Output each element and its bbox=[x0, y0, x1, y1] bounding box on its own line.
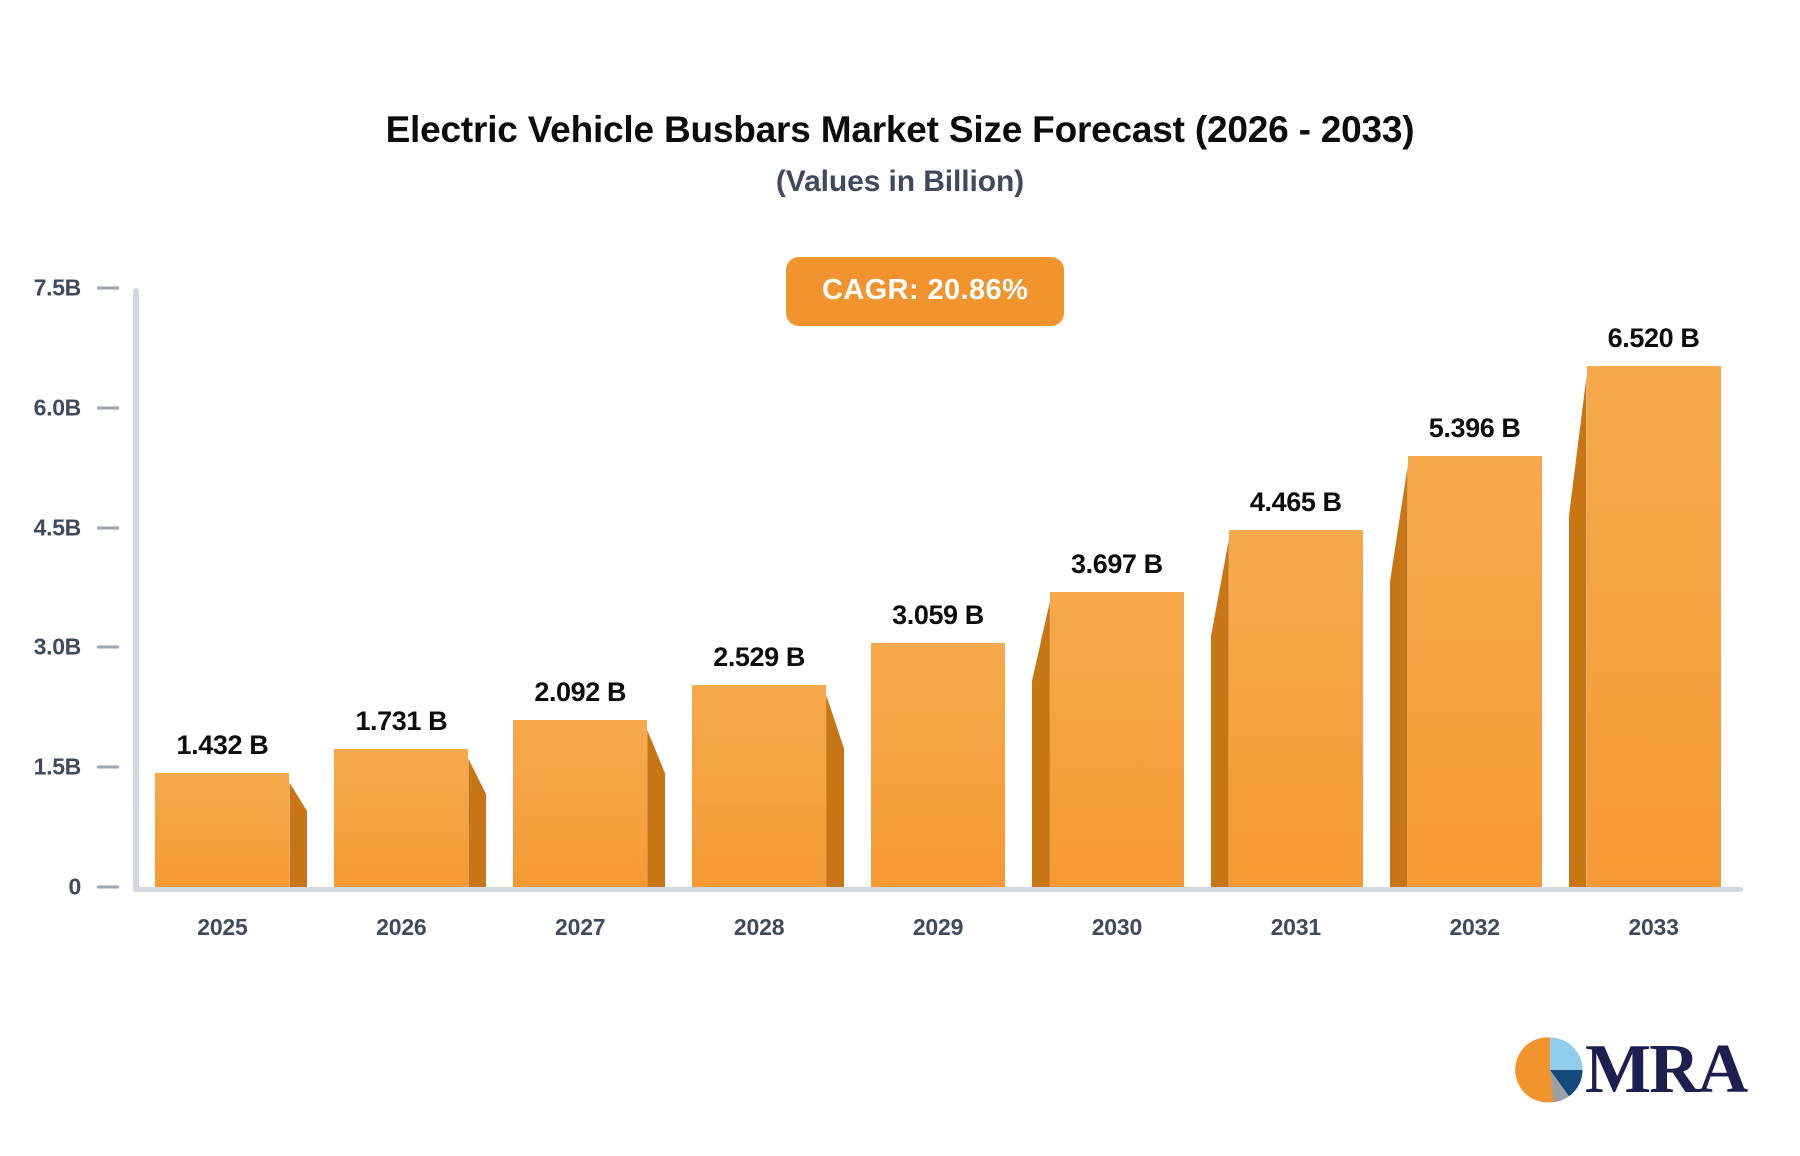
bar-body bbox=[1389, 456, 1542, 887]
x-axis-label-2026: 2026 bbox=[376, 914, 427, 940]
bar-front-face bbox=[513, 719, 648, 887]
bar-side-face bbox=[1031, 601, 1050, 887]
bar-value-label: 3.697 B bbox=[1070, 548, 1163, 579]
bar-side-face bbox=[826, 694, 845, 887]
mra-logo: MRA bbox=[1513, 1031, 1748, 1108]
bar-group: 1.432 B 1.731 B 2.092 B 2.529 B 3.059 B 3.697… bbox=[133, 288, 1743, 887]
x-axis-label-2028: 2028 bbox=[733, 914, 785, 940]
bar-value-label: 2.529 B bbox=[713, 642, 805, 673]
y-axis-tick-label: 0 bbox=[68, 873, 82, 900]
bar-2033[interactable]: 6.520 B bbox=[1568, 323, 1721, 887]
bar-value-label: 5.396 B bbox=[1428, 413, 1521, 444]
bar-front-face bbox=[155, 772, 290, 887]
chart-title: Electric Vehicle Busbars Market Size For… bbox=[385, 109, 1415, 150]
y-axis-line bbox=[133, 288, 139, 892]
y-axis-tick: 4.5B bbox=[34, 514, 133, 541]
bar-value-label: 6.520 B bbox=[1607, 323, 1700, 354]
bar-side-face bbox=[647, 729, 666, 887]
bar-value-label: 2.092 B bbox=[534, 676, 627, 707]
y-axis-tick-label: 7.5B bbox=[33, 274, 82, 301]
y-axis-tick: 3.0B bbox=[34, 634, 133, 661]
cagr-badge: CAGR: 20.86% bbox=[786, 257, 1065, 326]
y-axis-tick-label: 3.0B bbox=[33, 633, 82, 660]
bar-front-face bbox=[1049, 591, 1184, 887]
bar-body bbox=[513, 719, 666, 887]
x-axis-label-2025: 2025 bbox=[197, 914, 248, 940]
y-axis-tick-mark bbox=[97, 526, 119, 530]
y-axis-tick-label: 4.5B bbox=[33, 514, 82, 541]
bar-front-face bbox=[1586, 366, 1721, 887]
bar-body bbox=[1568, 366, 1721, 887]
y-axis-tick-mark bbox=[97, 885, 119, 889]
pie-chart-icon bbox=[1515, 1037, 1583, 1103]
y-axis-tick-mark bbox=[97, 645, 119, 649]
bar-front-face bbox=[334, 748, 469, 887]
y-axis-tick-mark bbox=[97, 406, 119, 410]
bar-2030[interactable]: 3.697 B bbox=[1031, 549, 1184, 887]
plot-area: 0 1.5B 3.0B 4.5B 6.0B 7.5B 1.432 B 1.731 B 2.09… bbox=[34, 275, 1743, 940]
bar-body bbox=[692, 685, 845, 887]
bar-body bbox=[1031, 591, 1184, 887]
bar-2027[interactable]: 2.092 B bbox=[513, 677, 666, 887]
bar-2025[interactable]: 1.432 B bbox=[155, 730, 308, 887]
bar-2028[interactable]: 2.529 B bbox=[692, 642, 845, 887]
x-axis-label-2032: 2032 bbox=[1449, 914, 1500, 940]
bar-side-face bbox=[289, 782, 308, 887]
bar-front-face bbox=[692, 685, 827, 887]
logo-text: MRA bbox=[1585, 1031, 1748, 1108]
title-block: Electric Vehicle Busbars Market Size For… bbox=[0, 108, 1800, 199]
y-axis-tick-label: 1.5B bbox=[33, 753, 82, 780]
bar-value-label: 1.432 B bbox=[176, 729, 269, 760]
y-axis-tick: 7.5B bbox=[34, 275, 133, 302]
bar-value-label: 3.059 B bbox=[892, 599, 984, 630]
x-axis-label-2029: 2029 bbox=[912, 914, 964, 940]
bar-body bbox=[334, 748, 487, 887]
y-axis-tick-label: 6.0B bbox=[33, 394, 82, 421]
bar-side-face bbox=[1568, 376, 1587, 887]
x-axis-labels: 2025 2026 2027 2028 2029 2030 2031 2032 2033 bbox=[133, 892, 1743, 942]
bar-2032[interactable]: 5.396 B bbox=[1389, 413, 1542, 887]
bar-value-label: 1.731 B bbox=[355, 705, 448, 736]
x-axis-label-2030: 2030 bbox=[1091, 914, 1143, 940]
bar-body bbox=[1210, 530, 1363, 887]
y-axis-tick: 6.0B bbox=[34, 394, 133, 421]
bar-side-face bbox=[468, 758, 487, 887]
y-axis-tick-mark bbox=[97, 765, 119, 769]
bar-2029[interactable]: 3.059 B bbox=[871, 600, 1005, 887]
y-axis-tick-mark bbox=[97, 286, 119, 290]
bar-body bbox=[155, 772, 308, 887]
bar-2031[interactable]: 4.465 B bbox=[1210, 487, 1363, 887]
bar-side-face bbox=[1210, 540, 1229, 887]
x-axis-label-2027: 2027 bbox=[555, 914, 606, 940]
x-axis-label-2031: 2031 bbox=[1270, 914, 1322, 940]
x-axis-label-2033: 2033 bbox=[1628, 914, 1679, 940]
x-axis-line bbox=[133, 887, 1743, 892]
y-axis-tick: 1.5B bbox=[34, 754, 133, 781]
bar-body bbox=[871, 642, 1005, 887]
bar-front-face bbox=[871, 642, 1005, 887]
y-axis-tick: 0 bbox=[69, 874, 134, 901]
bar-side-face bbox=[1389, 465, 1408, 887]
bar-front-face bbox=[1407, 456, 1542, 887]
bar-2026[interactable]: 1.731 B bbox=[334, 706, 487, 887]
bar-value-label: 4.465 B bbox=[1249, 487, 1342, 518]
chart-subtitle: (Values in Billion) bbox=[775, 165, 1025, 199]
bar-front-face bbox=[1228, 530, 1363, 887]
